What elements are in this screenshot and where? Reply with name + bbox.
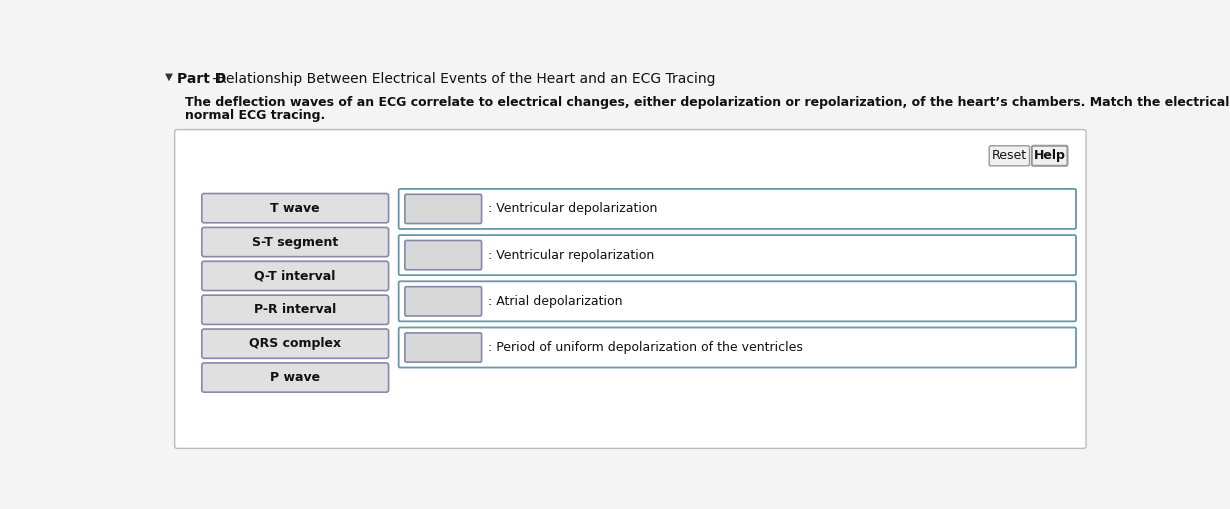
FancyBboxPatch shape: [405, 333, 482, 362]
FancyBboxPatch shape: [405, 287, 482, 316]
FancyBboxPatch shape: [202, 228, 389, 257]
FancyBboxPatch shape: [405, 194, 482, 223]
Text: T wave: T wave: [271, 202, 320, 215]
FancyBboxPatch shape: [202, 295, 389, 324]
Text: QRS complex: QRS complex: [250, 337, 341, 350]
Text: Reset: Reset: [991, 149, 1027, 162]
FancyBboxPatch shape: [399, 327, 1076, 367]
Text: normal ECG tracing.: normal ECG tracing.: [184, 109, 325, 122]
FancyBboxPatch shape: [399, 281, 1076, 321]
Text: P wave: P wave: [271, 371, 320, 384]
FancyBboxPatch shape: [175, 130, 1086, 448]
Text: : Period of uniform depolarization of the ventricles: : Period of uniform depolarization of th…: [488, 341, 803, 354]
Text: Part D: Part D: [177, 72, 226, 86]
FancyBboxPatch shape: [202, 329, 389, 358]
Text: ▼: ▼: [165, 72, 172, 82]
FancyBboxPatch shape: [399, 235, 1076, 275]
Text: S-T segment: S-T segment: [252, 236, 338, 248]
Text: : Atrial depolarization: : Atrial depolarization: [488, 295, 622, 308]
FancyBboxPatch shape: [202, 193, 389, 223]
FancyBboxPatch shape: [989, 146, 1030, 166]
Text: -: -: [208, 72, 221, 86]
Text: The deflection waves of an ECG correlate to electrical changes, either depolariz: The deflection waves of an ECG correlate…: [184, 96, 1230, 109]
Text: : Ventricular repolarization: : Ventricular repolarization: [488, 248, 654, 262]
Text: : Ventricular depolarization: : Ventricular depolarization: [488, 203, 657, 215]
FancyBboxPatch shape: [202, 363, 389, 392]
Text: P-R interval: P-R interval: [255, 303, 336, 316]
FancyBboxPatch shape: [399, 189, 1076, 229]
Text: Relationship Between Electrical Events of the Heart and an ECG Tracing: Relationship Between Electrical Events o…: [218, 72, 716, 86]
FancyBboxPatch shape: [1032, 146, 1068, 166]
Text: Help: Help: [1033, 149, 1065, 162]
FancyBboxPatch shape: [202, 261, 389, 291]
Text: Q-T interval: Q-T interval: [255, 269, 336, 282]
FancyBboxPatch shape: [405, 240, 482, 270]
FancyBboxPatch shape: [154, 61, 1107, 130]
